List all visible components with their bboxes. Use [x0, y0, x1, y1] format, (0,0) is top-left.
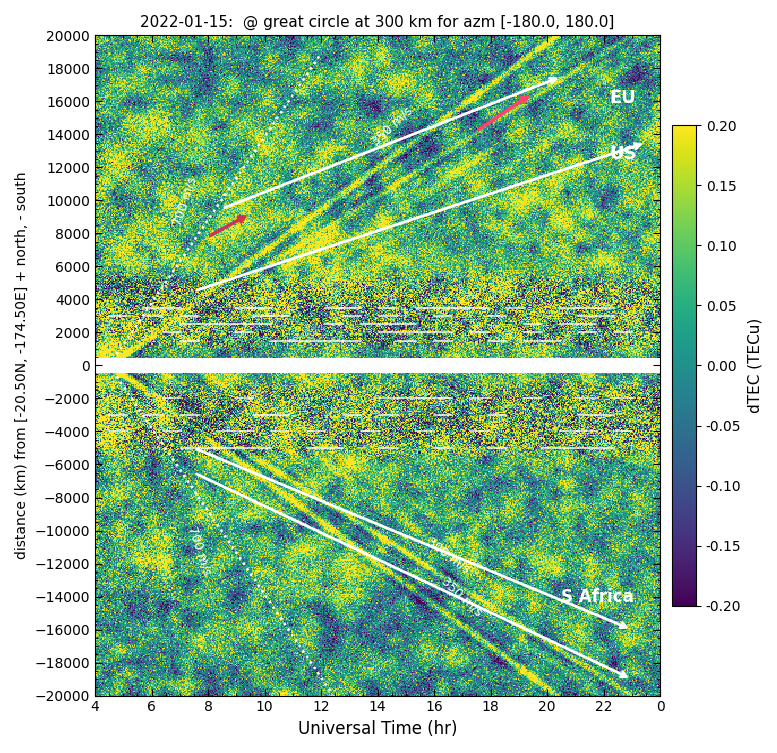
Text: 350 m/s: 350 m/s	[368, 104, 415, 148]
X-axis label: Universal Time (hr): Universal Time (hr)	[298, 720, 458, 738]
Text: 350 m/s: 350 m/s	[439, 575, 486, 619]
Text: EU: EU	[609, 89, 636, 107]
Text: 700 m/s: 700 m/s	[186, 524, 214, 577]
Title: 2022-01-15:  @ great circle at 300 km for azm [-180.0, 180.0]: 2022-01-15: @ great circle at 300 km for…	[141, 15, 615, 30]
Y-axis label: distance (km) from [-20.50N, -174.50E] + north, - south: distance (km) from [-20.50N, -174.50E] +…	[15, 172, 29, 559]
Text: 300 m/s: 300 m/s	[424, 535, 472, 576]
Text: S Africa: S Africa	[561, 587, 634, 605]
Y-axis label: dTEC (TECu): dTEC (TECu)	[747, 318, 762, 413]
Text: 700 m/s: 700 m/s	[172, 175, 200, 227]
Text: US: US	[609, 145, 636, 163]
